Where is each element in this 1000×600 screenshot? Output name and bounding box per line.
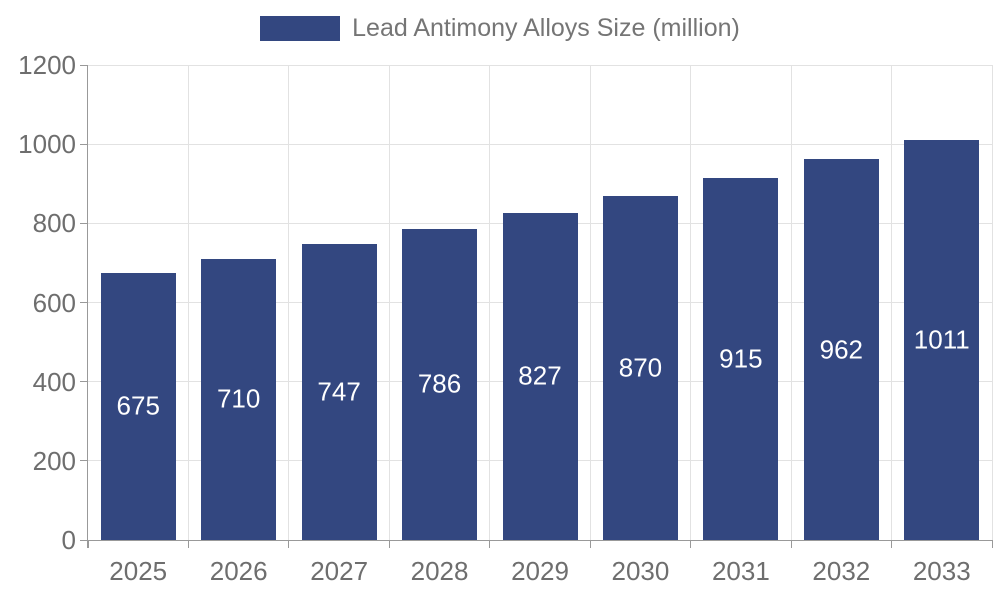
bar[interactable] (402, 228, 478, 540)
bar-value-label: 915 (719, 343, 763, 374)
x-axis-tick (187, 540, 189, 548)
bar[interactable] (201, 258, 277, 540)
bar-value-label: 870 (618, 352, 663, 383)
y-axis-label: 600 (32, 287, 76, 318)
y-axis-label: 400 (32, 366, 76, 397)
legend-swatch (260, 16, 341, 41)
y-axis-label: 0 (61, 525, 76, 555)
y-axis-tick (80, 222, 88, 224)
y-axis-tick (80, 460, 88, 462)
legend[interactable]: Lead Antimony Alloys Size (million) (0, 16, 1000, 41)
x-axis-tick (288, 540, 290, 548)
gridline-vertical (388, 65, 390, 540)
y-axis-tick (80, 381, 88, 383)
bar-value-label: 675 (116, 390, 160, 421)
gridline-horizontal (88, 143, 992, 145)
bar[interactable] (100, 272, 176, 540)
bar[interactable] (904, 139, 980, 540)
x-axis-tick (790, 540, 792, 548)
bar[interactable] (502, 212, 578, 540)
gridline-vertical (288, 65, 290, 540)
gridline-vertical (991, 65, 993, 540)
bar-value-label: 962 (819, 334, 864, 365)
bar[interactable] (602, 195, 678, 540)
bar-value-label: 710 (216, 383, 261, 414)
x-axis-tick (690, 540, 692, 548)
x-axis-tick (589, 540, 591, 548)
x-axis-label: 2030 (611, 556, 670, 586)
x-axis-tick (991, 540, 993, 548)
bar-value-label: 827 (518, 360, 562, 391)
gridline-vertical (790, 65, 792, 540)
y-axis-label: 1200 (18, 50, 76, 80)
y-axis-tick (80, 64, 88, 66)
bar[interactable] (703, 177, 779, 540)
x-axis-line (80, 539, 992, 541)
bar[interactable] (301, 244, 377, 540)
y-axis-tick (80, 143, 88, 145)
x-axis-tick (891, 540, 893, 548)
bar-value-label: 747 (317, 376, 361, 407)
x-axis-label: 2029 (511, 556, 569, 586)
x-axis-label: 2028 (410, 556, 469, 586)
bar-value-label: 1011 (913, 324, 970, 355)
x-axis-tick (87, 540, 89, 548)
x-axis-tick (388, 540, 390, 548)
y-axis-line (87, 65, 88, 548)
x-axis-label: 2025 (109, 556, 168, 586)
x-axis-tick (489, 540, 491, 548)
x-axis-label: 2026 (209, 556, 268, 586)
gridline-vertical (891, 65, 893, 540)
gridline-horizontal (88, 64, 992, 66)
y-axis-label: 200 (32, 445, 76, 476)
bar[interactable] (803, 159, 879, 540)
gridline-vertical (690, 65, 692, 540)
bar-value-label: 786 (417, 368, 462, 399)
y-axis-label: 800 (32, 208, 76, 239)
x-axis-label: 2032 (812, 556, 871, 586)
legend-label: Lead Antimony Alloys Size (million) (352, 14, 740, 42)
x-axis-label: 2033 (912, 556, 971, 586)
y-axis-tick (80, 302, 88, 303)
gridline-vertical (187, 65, 189, 540)
gridline-vertical (489, 65, 491, 540)
gridline-vertical (589, 65, 591, 540)
x-axis-label: 2027 (310, 556, 369, 586)
x-axis-label: 2031 (711, 556, 770, 586)
y-axis-label: 1000 (18, 129, 76, 160)
